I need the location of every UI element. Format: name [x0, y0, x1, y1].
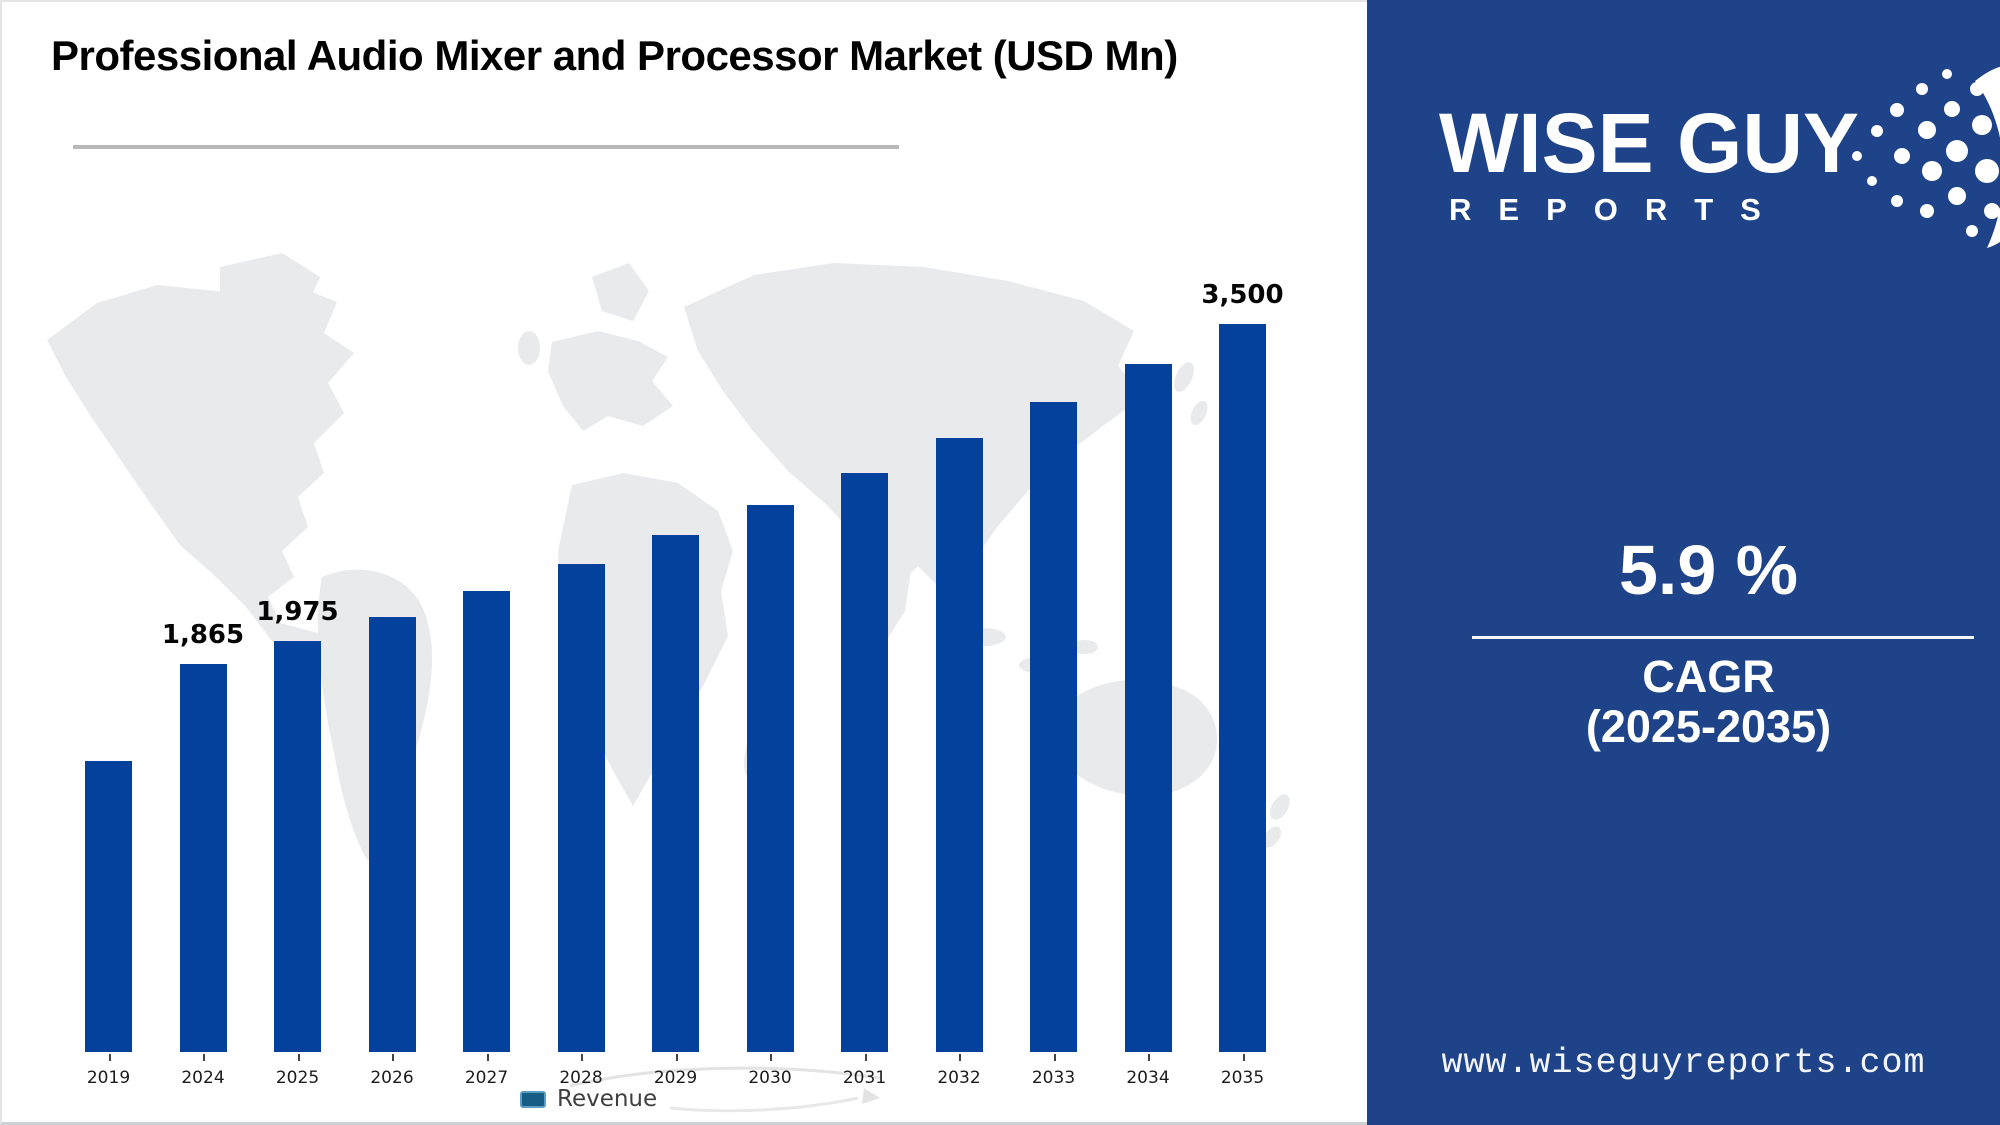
- bar-group: 2029: [652, 312, 699, 1088]
- page-title: Professional Audio Mixer and Processor M…: [51, 32, 1178, 79]
- legend-color-swatch: [520, 1090, 546, 1108]
- cagr-label: CAGR (2025-2035): [1427, 652, 1990, 751]
- x-axis-label: 2026: [370, 1068, 414, 1088]
- x-axis-tick: [770, 1054, 772, 1061]
- bar-group: 2031: [841, 312, 888, 1088]
- website-url[interactable]: www.wiseguyreports.com: [1441, 1043, 1926, 1083]
- x-axis-label: 2029: [653, 1068, 698, 1088]
- x-axis-label: 2035: [1220, 1068, 1265, 1088]
- x-axis-tick: [1053, 1054, 1056, 1061]
- bar-group: 2034: [1124, 312, 1172, 1088]
- x-axis-label: 2019: [86, 1068, 131, 1088]
- bar-group: 2027: [463, 312, 510, 1088]
- bar-group: 2028: [557, 312, 605, 1088]
- bar-group: 2032: [935, 312, 983, 1088]
- bar-group: 2019: [85, 312, 132, 1088]
- revenue-bar[interactable]: [1219, 324, 1266, 1052]
- x-axis-tick: [392, 1054, 394, 1061]
- cagr-label-line1: CAGR: [1642, 651, 1775, 702]
- logo-wordmark-line2: REPORTS: [1449, 191, 1788, 227]
- bar-value-label: 1,975: [256, 597, 339, 627]
- x-axis-tick: [675, 1054, 678, 1061]
- x-axis-tick: [959, 1054, 961, 1061]
- bar-chart: 2019 1,865 2024 1,975 2025 2026 2027 2028 2029 20…: [85, 280, 1284, 1088]
- cagr-value: 5.9 %: [1619, 531, 1798, 609]
- cagr-label-line2: (2025-2035): [1585, 700, 1832, 752]
- x-axis-label: 2032: [937, 1068, 981, 1088]
- x-axis-label: 2028: [559, 1068, 603, 1088]
- x-axis-tick: [108, 1054, 111, 1061]
- sidebar: WISE GUY REPORTS 5.9 % CAGR (2025-2035) …: [1367, 0, 2000, 1125]
- bar-value-label: 3,500: [1201, 280, 1284, 310]
- x-axis-label: 2033: [1031, 1068, 1076, 1088]
- chart-legend[interactable]: Revenue: [520, 1086, 657, 1112]
- legend-label: Revenue: [557, 1086, 658, 1112]
- revenue-bar[interactable]: [841, 473, 888, 1052]
- x-axis-tick: [203, 1054, 205, 1061]
- revenue-bar[interactable]: [935, 438, 983, 1052]
- x-axis-tick: [581, 1054, 583, 1061]
- revenue-bar[interactable]: [463, 591, 510, 1052]
- revenue-bar[interactable]: [746, 505, 794, 1052]
- x-axis-label: 2025: [275, 1068, 320, 1088]
- decorative-swoosh: [569, 1066, 881, 1113]
- revenue-bar[interactable]: [179, 664, 227, 1052]
- logo-wordmark: WISE GUY REPORTS: [1439, 96, 1860, 228]
- x-axis-tick: [1148, 1054, 1150, 1061]
- bar-group: 1,865 2024: [162, 312, 244, 1088]
- x-axis-label: 2031: [842, 1068, 887, 1088]
- bar-group: 3,500 2035: [1201, 280, 1283, 1088]
- x-axis-tick: [1242, 1054, 1245, 1061]
- logo-wordmark-line1: WISE GUY: [1439, 96, 1860, 190]
- x-axis-label: 2030: [748, 1068, 792, 1088]
- x-axis-label: 2024: [181, 1068, 225, 1088]
- bar-group: 2033: [1030, 312, 1077, 1088]
- revenue-bar[interactable]: [368, 617, 416, 1052]
- bar-group: 2030: [746, 312, 794, 1088]
- x-axis-label: 2034: [1126, 1068, 1170, 1088]
- bar-group: 1,975 2025: [256, 312, 338, 1088]
- revenue-bar[interactable]: [1124, 364, 1172, 1052]
- revenue-bar[interactable]: [274, 641, 321, 1052]
- sidebar-divider: [1472, 636, 1974, 639]
- bar-value-label: 1,865: [161, 620, 245, 650]
- wise-guy-reports-logo: WISE GUY REPORTS: [1439, 60, 2000, 255]
- logo-head-profile-icon: [1852, 66, 2000, 248]
- revenue-bar[interactable]: [652, 535, 699, 1052]
- bar-group: 2026: [368, 312, 416, 1088]
- title-underline: [73, 145, 899, 149]
- revenue-bar[interactable]: [557, 564, 605, 1052]
- x-axis-tick: [297, 1054, 300, 1061]
- revenue-bar[interactable]: [1030, 402, 1077, 1052]
- chart-panel: Professional Audio Mixer and Processor M…: [0, 0, 1367, 1125]
- x-axis-tick: [486, 1054, 489, 1061]
- revenue-bar[interactable]: [85, 761, 132, 1052]
- x-axis-label: 2027: [464, 1068, 509, 1088]
- x-axis-tick: [864, 1054, 867, 1061]
